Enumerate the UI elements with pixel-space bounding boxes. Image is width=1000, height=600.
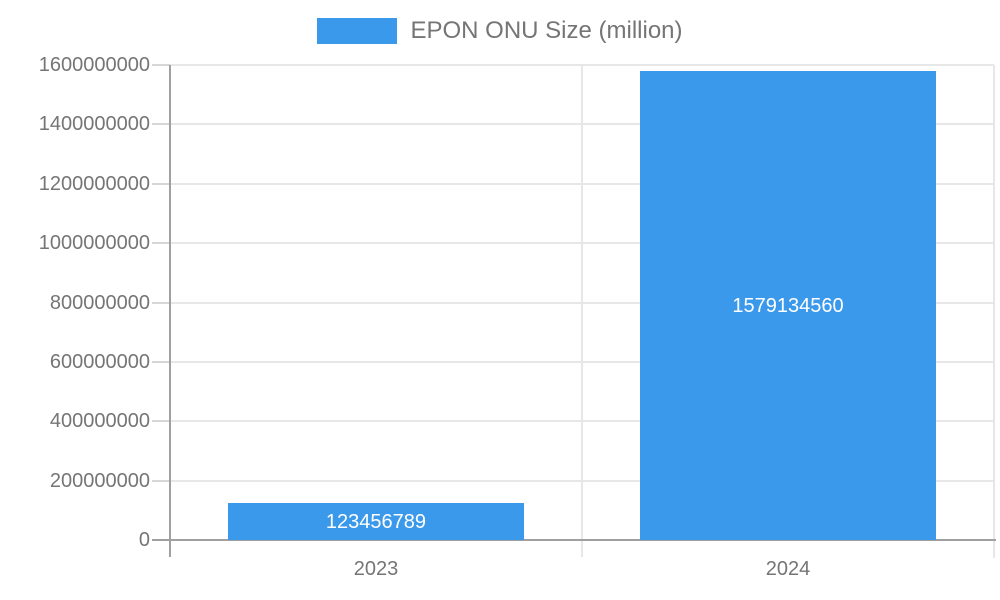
y-axis-tick bbox=[152, 123, 170, 126]
y-axis-tick bbox=[152, 360, 170, 363]
y-axis-label: 1200000000 bbox=[38, 172, 150, 195]
category-divider-line bbox=[581, 65, 583, 557]
legend[interactable]: EPON ONU Size (million) bbox=[0, 18, 1000, 44]
plot-area: 0 200000000 400000000 600000000 800000000 100… bbox=[39, 54, 996, 580]
y-axis-label: 600000000 bbox=[49, 350, 150, 373]
bar-2023[interactable] bbox=[227, 503, 525, 540]
bar-2024[interactable] bbox=[639, 71, 937, 540]
x-axis-label: 2024 bbox=[765, 558, 811, 580]
y-axis-tick bbox=[152, 301, 170, 304]
x-axis-line bbox=[170, 539, 996, 541]
y-axis-label: 1400000000 bbox=[38, 113, 150, 136]
bar-value-label: 123456789 bbox=[325, 510, 427, 533]
y-axis-label: 800000000 bbox=[49, 291, 150, 314]
y-axis-tick bbox=[152, 64, 170, 66]
y-axis-label: 200000000 bbox=[49, 469, 150, 492]
y-axis-tick bbox=[152, 420, 170, 423]
y-axis-label: 0 bbox=[138, 529, 150, 551]
y-axis-tick bbox=[152, 539, 170, 541]
legend-swatch bbox=[317, 18, 398, 44]
y-axis-tick bbox=[152, 479, 170, 482]
y-axis-label: 400000000 bbox=[49, 410, 150, 433]
plot-right-border bbox=[993, 65, 995, 558]
bar-value-label: 1579134560 bbox=[732, 294, 844, 317]
y-axis-tick bbox=[152, 242, 170, 245]
x-axis-label: 2023 bbox=[353, 558, 399, 580]
y-axis-line bbox=[169, 65, 171, 557]
y-axis-label: 1600000000 bbox=[38, 54, 150, 76]
legend-label: EPON ONU Size (million) bbox=[410, 17, 683, 44]
y-axis-tick bbox=[152, 182, 170, 185]
y-axis-label: 1000000000 bbox=[38, 232, 150, 255]
